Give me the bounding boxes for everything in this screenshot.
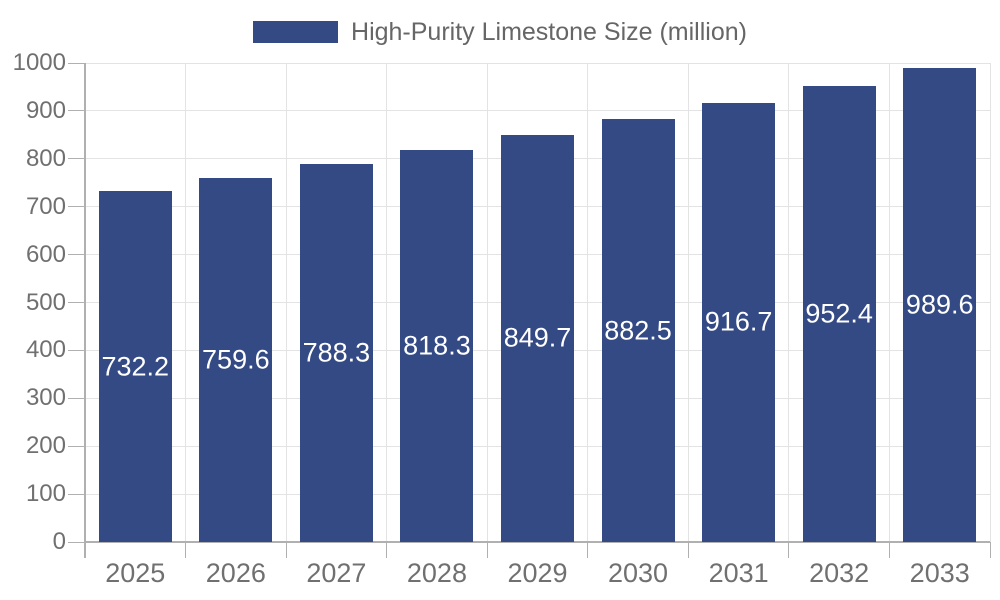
- gridline-vertical: [989, 63, 991, 542]
- x-axis-tick: [989, 542, 991, 558]
- y-axis-label: 500: [25, 288, 66, 316]
- bar-value-label: 916.7: [704, 306, 773, 337]
- bar[interactable]: 989.6: [903, 67, 977, 542]
- y-axis-label: 300: [25, 384, 66, 412]
- x-axis-tick: [386, 542, 388, 558]
- y-axis-tick: [68, 206, 85, 208]
- x-axis-tick: [486, 542, 488, 558]
- x-axis-label: 2030: [608, 558, 669, 588]
- y-axis-label: 1000: [12, 49, 66, 76]
- x-axis-label: 2028: [406, 558, 467, 588]
- gridline-horizontal: [85, 110, 990, 112]
- x-axis-tick: [185, 542, 187, 558]
- bar-value-label: 989.6: [905, 289, 974, 320]
- legend: High-Purity Limestone Size (million): [0, 18, 1000, 46]
- bar[interactable]: 952.4: [802, 85, 876, 542]
- x-axis-label: 2025: [105, 558, 166, 588]
- bar[interactable]: 916.7: [702, 102, 776, 542]
- bar[interactable]: 788.3: [299, 164, 373, 542]
- bar[interactable]: 849.7: [501, 134, 574, 542]
- x-axis-tick: [888, 542, 890, 558]
- y-axis-label: 600: [25, 240, 66, 268]
- bar[interactable]: 759.6: [199, 178, 273, 542]
- x-axis-tick: [285, 542, 287, 558]
- x-axis-tick: [788, 542, 790, 558]
- x-axis-label: 2033: [909, 558, 970, 588]
- y-axis-tick: [68, 349, 85, 351]
- y-axis-label: 0: [52, 528, 66, 555]
- x-axis-label: 2027: [306, 558, 367, 588]
- gridline-vertical: [587, 63, 589, 542]
- y-axis-tick: [68, 302, 85, 303]
- y-axis-label: 400: [25, 336, 66, 364]
- y-axis-tick: [68, 110, 85, 112]
- gridline-vertical: [687, 63, 689, 542]
- y-axis-tick: [68, 541, 85, 543]
- x-axis-label: 2032: [809, 558, 870, 588]
- x-axis-line: [85, 541, 990, 543]
- bar-value-label: 849.7: [503, 322, 572, 353]
- y-axis-label: 800: [25, 144, 66, 172]
- bar-value-label: 882.5: [604, 315, 672, 346]
- y-axis-tick: [68, 445, 85, 447]
- y-axis-label: 200: [25, 432, 66, 460]
- y-axis-tick: [68, 62, 85, 64]
- bar-value-label: 788.3: [302, 337, 371, 368]
- x-axis-label: 2031: [708, 558, 769, 588]
- x-axis-tick: [587, 542, 589, 558]
- y-axis-label: 100: [25, 480, 66, 508]
- y-axis-line: [84, 63, 86, 558]
- y-axis-tick: [68, 158, 85, 160]
- bar[interactable]: 818.3: [400, 150, 474, 542]
- y-axis-tick: [68, 397, 85, 399]
- bar-value-label: 818.3: [403, 330, 471, 361]
- legend-label[interactable]: High-Purity Limestone Size (million): [351, 18, 747, 46]
- x-axis-label: 2029: [507, 558, 568, 588]
- x-axis-tick: [687, 542, 689, 558]
- gridline-vertical: [486, 63, 488, 542]
- bar[interactable]: 882.5: [601, 119, 675, 542]
- gridline-vertical: [788, 63, 790, 542]
- y-axis-label: 700: [25, 192, 66, 220]
- y-axis-label: 900: [25, 96, 66, 124]
- gridline-vertical: [386, 63, 388, 542]
- bar-value-label: 952.4: [805, 298, 873, 329]
- legend-swatch[interactable]: [253, 21, 339, 43]
- gridline-horizontal: [85, 62, 990, 64]
- gridline-vertical: [185, 63, 187, 542]
- gridline-vertical: [285, 63, 287, 542]
- y-axis-tick: [68, 493, 85, 495]
- gridline-vertical: [888, 63, 890, 542]
- x-axis-label: 2026: [205, 558, 266, 588]
- bar[interactable]: 732.2: [98, 191, 172, 542]
- bar-value-label: 759.6: [202, 344, 270, 375]
- y-axis-tick: [68, 254, 85, 256]
- bar-value-label: 732.2: [101, 351, 170, 382]
